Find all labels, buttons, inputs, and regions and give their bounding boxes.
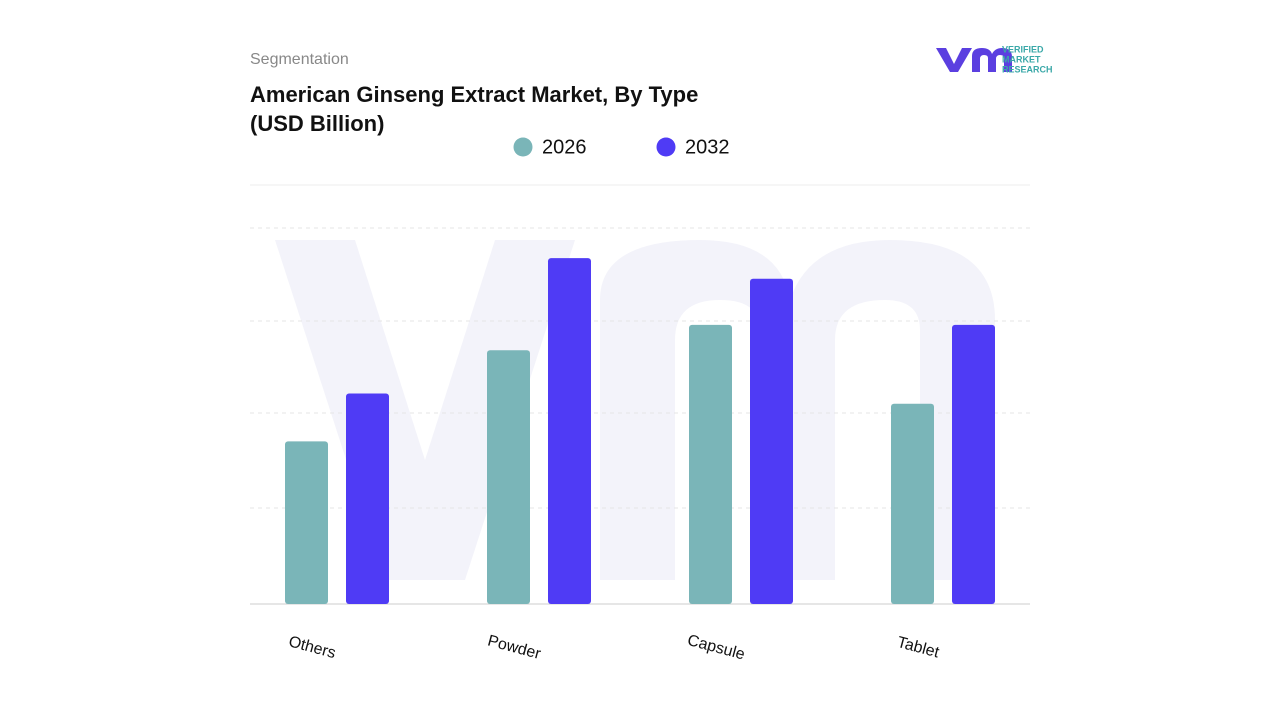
section-label: Segmentation (250, 51, 349, 68)
bar (548, 258, 591, 604)
logo-text: VERIFIED (1002, 44, 1044, 54)
bar (487, 350, 530, 604)
bar (952, 324, 995, 604)
logo-text: RESEARCH (1002, 64, 1053, 74)
bar (346, 393, 389, 604)
chart-title: American Ginseng Extract Market, By Type (250, 82, 698, 107)
legend-label: 2032 (685, 136, 730, 158)
legend-swatch (513, 137, 533, 157)
x-tick-label: Tablet (895, 634, 941, 662)
bar (285, 441, 328, 604)
x-tick-label: Others (287, 633, 338, 662)
watermark (275, 240, 995, 580)
logo-text: MARKET (1002, 54, 1041, 64)
bar (891, 403, 934, 604)
legend-label: 2026 (542, 136, 587, 158)
chart-subtitle: (USD Billion) (250, 111, 384, 136)
bar (750, 278, 793, 604)
bar (689, 324, 732, 604)
x-tick-label: Powder (486, 632, 543, 663)
logo: VERIFIED MARKET RESEARCH (936, 44, 1053, 74)
legend-swatch (656, 137, 676, 157)
x-tick-label: Capsule (686, 632, 747, 664)
